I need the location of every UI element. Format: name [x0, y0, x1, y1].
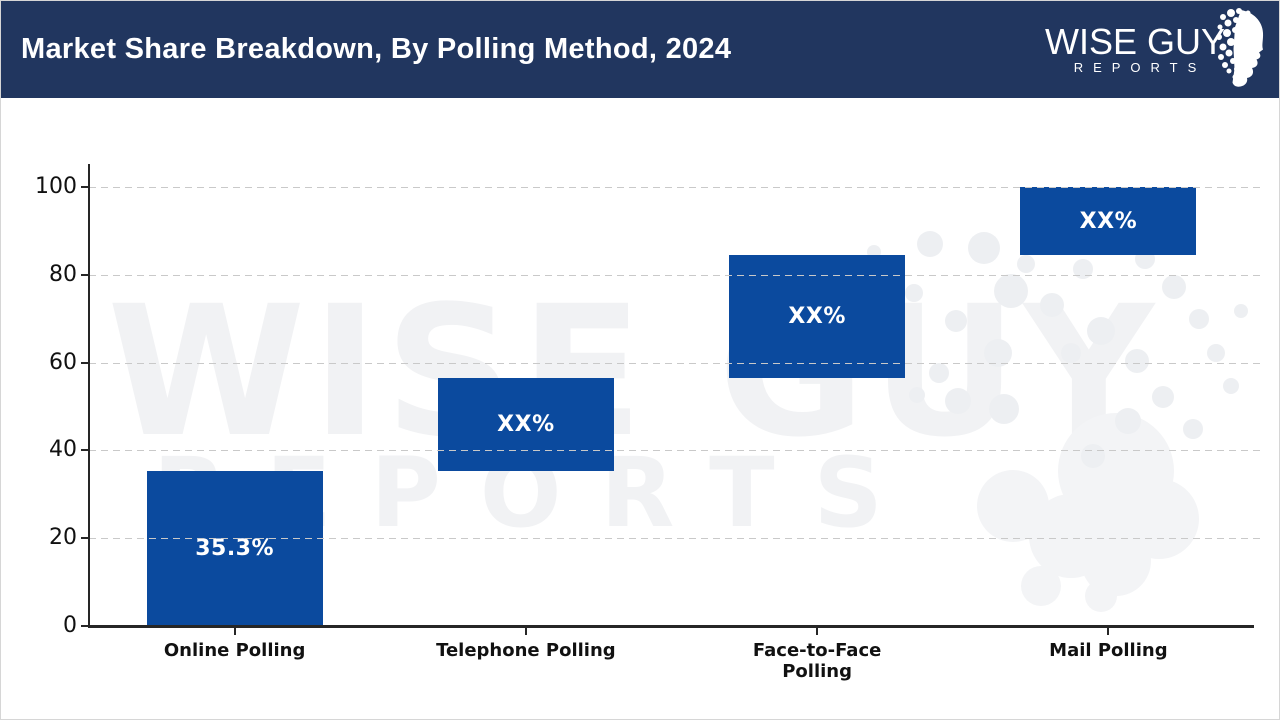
x-tick	[816, 628, 819, 635]
bar-telephone-polling: XX%	[437, 377, 614, 472]
gridline	[89, 450, 1265, 452]
bar-value-label: 35.3%	[195, 536, 275, 561]
category-label-line: Online Polling	[163, 640, 306, 661]
y-tick-label: 80	[49, 261, 77, 287]
category-label-line: Face-to-Face	[752, 640, 882, 661]
gridline	[89, 274, 1265, 276]
bar-mail-polling: XX%	[1020, 187, 1197, 256]
x-tick	[1107, 628, 1110, 635]
category-label-line: Mail Polling	[1049, 640, 1168, 661]
gridline	[89, 187, 1265, 188]
category-label-mail-polling: Mail Polling	[998, 640, 1218, 661]
y-tick	[81, 273, 89, 276]
logo: WISE GUY REPORTS	[1017, 5, 1267, 95]
gridline	[89, 362, 1265, 364]
x-tick	[233, 628, 236, 635]
category-label-line: Telephone Polling	[436, 640, 616, 661]
y-axis	[88, 164, 90, 628]
x-axis	[89, 625, 1254, 628]
y-tick-label: 60	[49, 349, 77, 375]
x-tick	[524, 628, 527, 635]
watermark-head-icon	[867, 222, 1248, 612]
header: Market Share Breakdown, By Polling Metho…	[1, 1, 1279, 98]
y-tick-label: 40	[49, 437, 77, 463]
y-tick-label: 100	[35, 174, 77, 199]
bar-value-label: XX%	[1079, 208, 1138, 234]
y-tick	[81, 186, 89, 188]
logo-head-icon	[1216, 8, 1264, 87]
y-tick	[81, 361, 89, 364]
gridline	[89, 538, 1265, 540]
y-tick-label: 20	[49, 525, 77, 551]
category-label-telephone-polling: Telephone Polling	[416, 640, 636, 661]
bar-value-label: XX%	[497, 411, 555, 437]
logo-text-line1: WISE GUY	[1045, 21, 1226, 62]
bar-online-polling: 35.3%	[146, 471, 323, 626]
bar-value-label: XX%	[788, 303, 846, 329]
watermark-text-line1: WISE GUY	[107, 268, 1161, 477]
y-tick	[81, 625, 89, 627]
y-tick-label: 0	[63, 613, 77, 638]
y-tick	[81, 449, 89, 452]
category-label-line: Polling	[782, 661, 853, 682]
category-label-face-to-face-polling: Face-to-Face Polling	[707, 640, 927, 682]
chart-title: Market Share Breakdown, By Polling Metho…	[21, 33, 732, 65]
logo-text-line2: REPORTS	[1073, 60, 1207, 75]
bar-face-to-face-polling: XX%	[729, 255, 906, 378]
category-label-online-polling: Online Polling	[125, 640, 345, 661]
y-tick	[81, 537, 89, 540]
